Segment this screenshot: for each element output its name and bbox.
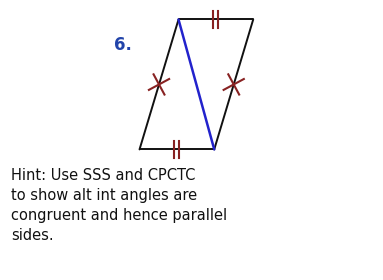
Text: 6.: 6. — [113, 36, 131, 55]
Text: Hint: Use SSS and CPCTC
to show alt int angles are
congruent and hence parallel
: Hint: Use SSS and CPCTC to show alt int … — [11, 168, 228, 243]
